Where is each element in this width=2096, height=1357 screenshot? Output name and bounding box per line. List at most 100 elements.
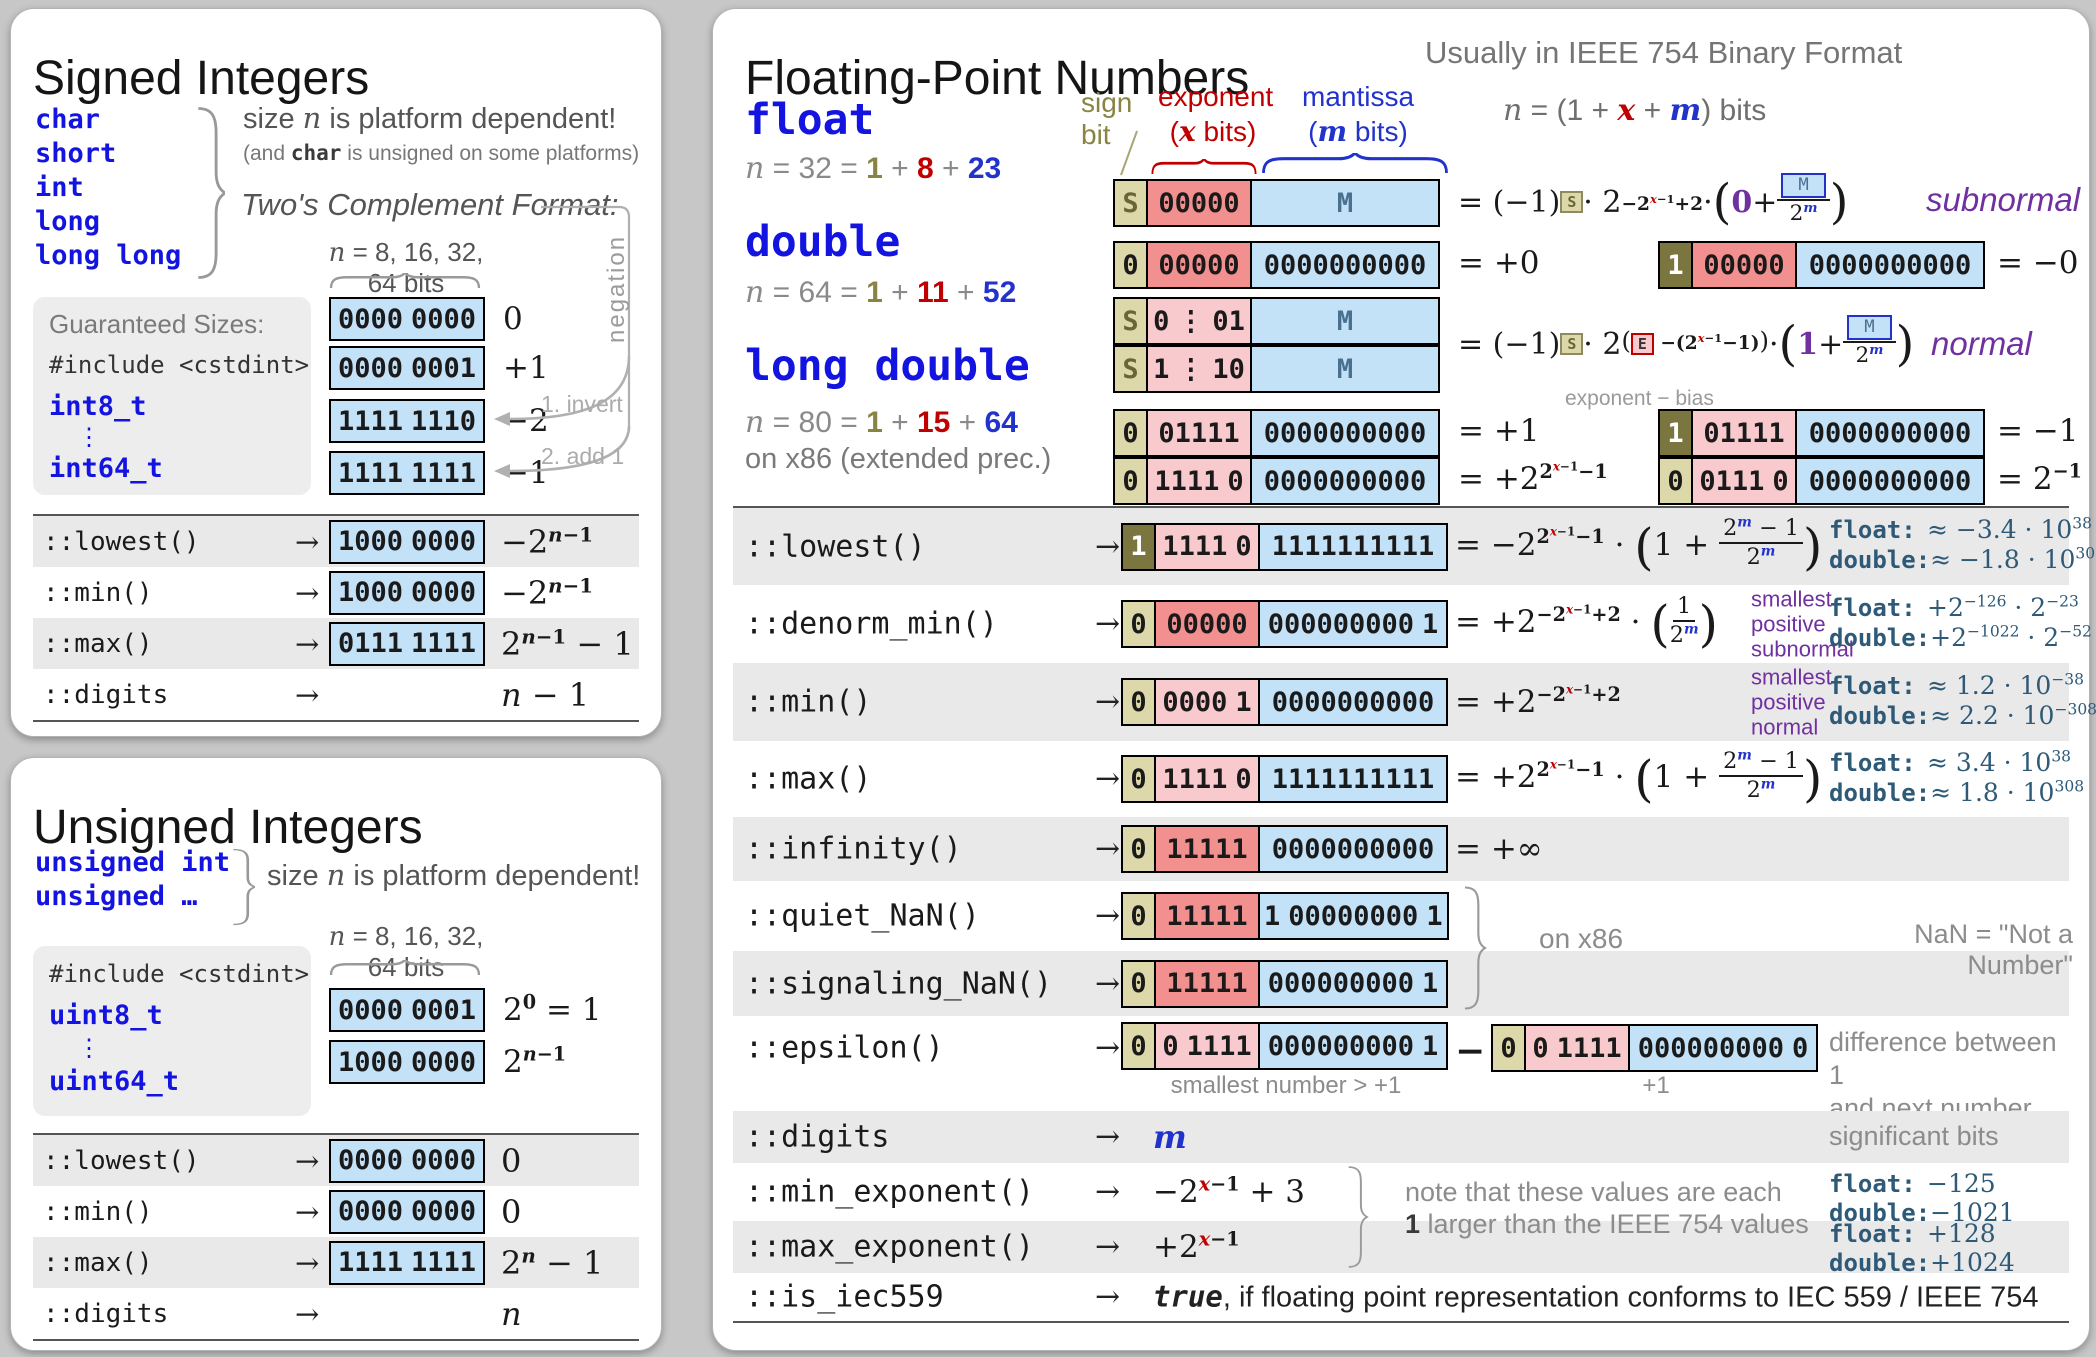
fn-max-exponent: ::max_exponent() [745,1229,1034,1265]
nan-brace-icon [1464,886,1487,1010]
table-row: ::lowest() → 0000 0000 0 [33,1135,639,1186]
arrow-icon: → [1095,529,1121,564]
sign-pointer-icon [1120,130,1138,176]
fp-subtitle: Usually in IEEE 754 Binary Format [1425,35,1903,70]
digits-value: n [501,1294,522,1333]
guaranteed-sizes-box: Guaranteed Sizes: #include <cstdint> int… [33,297,311,495]
bit-row-plus1: 0 000 0001 [329,346,485,390]
fn-signaling-nan: ::signaling_NaN() [745,966,1053,1001]
arrow-icon: → [1095,1119,1121,1155]
unsigned-title: Unsigned Integers [33,801,423,855]
long-double-type: long double [745,341,1030,391]
neg-one-value: = −1 [1997,413,2079,449]
on-x86-note: on x86 [1539,923,1624,954]
minus-sign: − [1455,1030,1486,1072]
type-char: char [35,104,101,135]
vertical-dots: ⋮ [77,424,101,451]
lowest-bits: 1 1111 0 1111111111 [1121,522,1448,571]
min-exponent-values: float: −125 double:−1021 [1829,1169,2015,1227]
epsilon-bits-b: 0 0 1111 000000000 0 [1491,1024,1818,1072]
mantissa-bits-label: (m bits) [1308,115,1408,148]
infinity-value: = +∞ [1455,831,1543,867]
min-bits: 1 000 0000 [329,570,485,615]
fn-lowest: ::lowest() [43,1145,200,1176]
arrow-icon: → [1095,1229,1121,1265]
table-row-quiet-nan: ::quiet_NaN() → 0 11111 1 00000000 1 on x86 … [733,881,2073,1010]
max-exp-pattern: 0 1111 0 0000000000 [1113,457,1440,505]
type-unsigned-etc: unsigned … [35,881,198,912]
table-row-infinity: ::infinity() → 0 11111 0000000000 = +∞ [733,817,2069,881]
max-bits: 0 111 1111 [329,621,485,666]
table-row-denorm-min: ::denorm_min() → 0 00000 000000000 1 = +2−2… [733,585,2092,663]
fn-max: ::max() [43,1247,153,1278]
unsigned-limits-table: ::lowest() → 0000 0000 0 ::min() → 0000 00… [33,1133,639,1341]
arrow-icon: → [1095,1030,1121,1066]
subnormal-formula: = (−1) S · 2 −2x−1+2 · (0 + M 2m) [1458,164,1849,240]
guaranteed-sizes-title: Guaranteed Sizes: [49,309,265,339]
min-bits: 0000 0000 [329,1189,485,1234]
subnormal-label: subnormal [1926,181,2081,218]
signed-title: Signed Integers [33,52,370,106]
table-row-max: ::max() → 0 1111 0 1111111111 = +22x−1−1 · … [733,741,2084,817]
unsigned-integers-card: Unsigned Integers unsigned int unsigned … [10,757,662,1351]
bit-label: bit [1081,119,1111,150]
normal-pattern-high: S 1 ⋮ 10 M [1113,345,1440,393]
arrow-icon: → [1095,831,1121,867]
min-value: = +2−2x−1+2 [1455,682,1621,720]
signaling-nan-bits: 0 11111 000000000 1 [1121,959,1448,1008]
float-bits: n = 32 = 1 + 8 + 23 [745,151,1002,186]
fn-digits: ::digits [745,1119,890,1155]
exponent-bias-label: exponent − bias [1565,387,1714,410]
type-short: short [35,138,117,169]
table-row: ::digits → n − 1 [33,669,639,720]
add1-label: 2. add 1 [541,443,625,469]
max-approx: float: ≈ 3.4 · 1038 double:≈ 1.8 · 10308 [1829,748,2085,807]
epsilon-note-b: +1 [1642,1072,1670,1099]
fn-epsilon: ::epsilon() [745,1030,944,1066]
fn-lowest: ::lowest() [43,526,200,557]
denorm-min-approx: float: +2−126 · 2−23 double:+2−1022 · 2−5… [1829,593,2092,652]
fn-denorm-min: ::denorm_min() [745,606,998,642]
arrow-icon: → [295,1245,320,1280]
arrow-icon: → [295,524,320,559]
uint8-t: uint8_t [49,1000,163,1031]
table-row: ::digits → n [33,1288,639,1339]
exponent-note-line2: 1 larger than the IEEE 754 values [1405,1209,1809,1239]
long-double-bits: n = 80 = 1 + 15 + 64 [745,405,1018,440]
table-row: ::min() → 1 000 0000 −2n−1 [33,567,639,618]
exponent-note-line1: note that these values are each [1405,1177,1782,1207]
nan-meaning-note: NaN = "Not a Number" [1914,919,2073,980]
bit-sizes-label: n = 8, 16, 32, 64 bits [328,921,484,982]
include-cstdint: #include <cstdint> [49,960,310,988]
sign-label: sign [1081,87,1133,118]
quiet-nan-bits: 0 11111 1 00000000 1 [1121,892,1449,940]
pos-zero-pattern: 0 00000 0000000000 [1113,241,1440,289]
fn-min-exponent: ::min_exponent() [745,1174,1034,1210]
type-unsigned-int: unsigned int [35,847,231,878]
max-value: 2n − 1 [501,1242,604,1282]
arrow-icon: → [1095,684,1121,720]
epsilon-bits-a: 0 0 1111 000000000 1 [1121,1022,1448,1070]
bit-row-minus1-value: −1 [503,455,549,491]
float-type: float [745,95,875,145]
max-value: 2n−1 − 1 [501,623,634,663]
invert-label: 1. invert [541,391,623,417]
arrow-icon: → [1095,606,1121,642]
pos-one-pattern: 0 01111 0000000000 [1113,409,1440,457]
max-exponent-value: +2x−1 [1153,1227,1240,1265]
bit-row-minus2: 1 111 1110 [329,399,485,443]
fn-is-iec559: ::is_iec559 [745,1279,944,1315]
int8-t: int8_t [49,391,147,422]
table-row: ::max() → 0 111 1111 2n−1 − 1 [33,618,639,669]
double-type: double [745,217,901,267]
double-bits: n = 64 = 1 + 11 + 52 [745,275,1017,310]
table-row-min: ::min() → 0 0000 1 0000000000 = +2−2x−1+2 s… [733,663,2096,741]
subnormal-pattern: S 00000 M [1113,179,1440,227]
types-brace-icon [198,107,225,279]
cstdint-box: #include <cstdint> uint8_t ⋮ uint64_t [33,946,311,1116]
fp-limits-table: ::lowest() → 1 1111 0 1111111111 = −22x−1−1… [733,506,2096,1323]
arrow-icon: → [295,1143,320,1178]
min-value: 0 [501,1192,522,1231]
min-approx: float: ≈ 1.2 · 10−38 double:≈ 2.2 · 10−30… [1829,671,2096,730]
